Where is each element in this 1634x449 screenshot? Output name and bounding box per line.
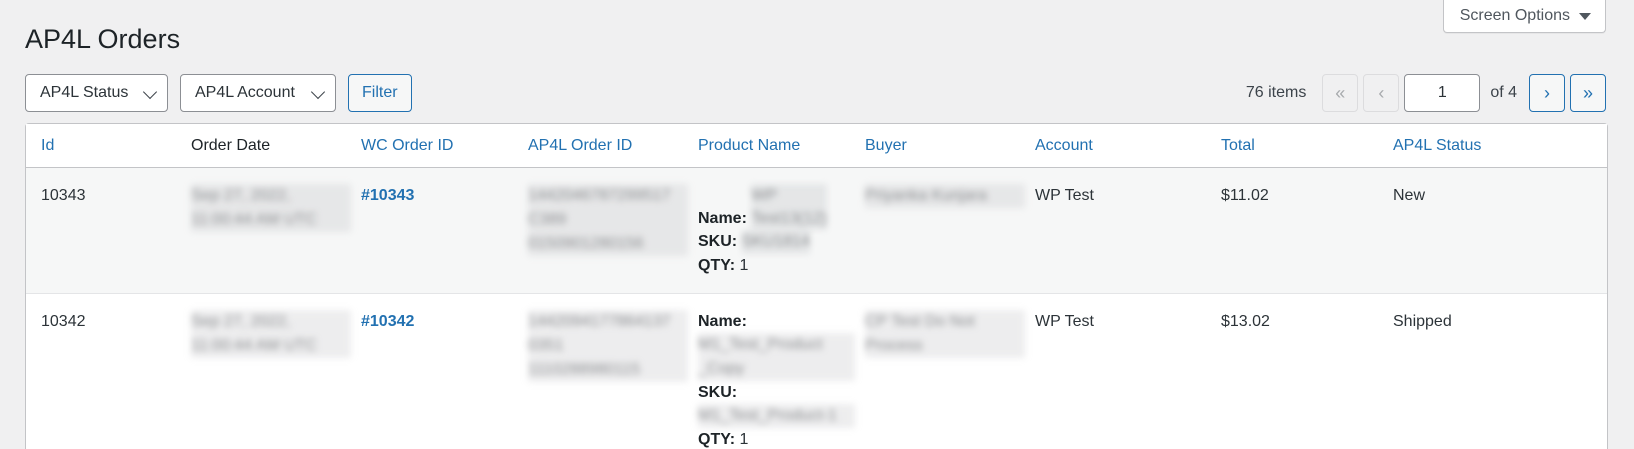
product-sku-line: SKU:: [698, 381, 855, 404]
cell-buyer: Priyanka Kunjara: [865, 168, 1035, 293]
ap4l-status-select[interactable]: AP4L Status: [25, 74, 168, 112]
last-page-button[interactable]: »: [1570, 74, 1606, 112]
column-header-ap4l-status[interactable]: AP4L Status: [1393, 124, 1607, 168]
items-count: 76 items: [1245, 84, 1307, 101]
cell-total: $13.02: [1221, 292, 1393, 449]
redacted-order-date: Sep 27, 2022, 11:00:44 AM UTC: [191, 184, 351, 232]
product-qty-line: QTY: 1: [698, 428, 855, 449]
screen-options-label: Screen Options: [1459, 7, 1570, 24]
cell-buyer: CP Test Do Not Process: [865, 292, 1035, 449]
column-header-account[interactable]: Account: [1035, 124, 1221, 168]
product-name-label: Name:: [698, 312, 747, 330]
pagination: 76 items « ‹ of 4 › »: [1246, 74, 1606, 112]
table-header-row: Id Order Date WC Order ID AP4L Order ID …: [26, 124, 1607, 168]
current-page-input[interactable]: [1404, 74, 1481, 112]
caret-down-icon: [1579, 12, 1591, 20]
cell-ap4l-status: New: [1393, 168, 1607, 293]
prev-page-button: ‹: [1363, 74, 1400, 112]
cell-account: WP Test: [1035, 292, 1221, 449]
redacted-product-name: M1_Test_Product _Copy: [698, 332, 855, 381]
product-name-line: Name: WP Test13(12): [698, 184, 855, 231]
table-row[interactable]: 10343 Sep 27, 2022, 11:00:44 AM UTC #103…: [26, 168, 1607, 293]
redacted-buyer: CP Test Do Not Process: [865, 309, 1025, 358]
cell-ap4l-order-id: 1442094177864137 0351 1110288980115: [528, 292, 698, 449]
product-qty-line: QTY: 1: [698, 254, 855, 277]
redacted-buyer: Priyanka Kunjara: [865, 184, 1025, 208]
screen-meta: Screen Options: [1442, 0, 1606, 33]
product-qty-value: 1: [739, 431, 749, 449]
filter-button[interactable]: Filter: [348, 74, 412, 112]
redacted-ap4l-order-id: 1442094177864137 0351 1110288980115: [528, 309, 688, 382]
total-pages-label: of 4: [1490, 84, 1517, 101]
column-header-product-name[interactable]: Product Name: [698, 124, 865, 168]
cell-product-name: Name: WP Test13(12) SKU: SKU1814 QTY: 1: [698, 168, 865, 293]
product-sku-value-line: M1_Test_Product-1: [698, 404, 855, 429]
product-name-value-line: M1_Test_Product _Copy: [698, 332, 855, 381]
product-name-line: Name:: [698, 310, 855, 333]
product-name-label: Name:: [698, 210, 747, 228]
column-header-order-date: Order Date: [191, 124, 361, 168]
cell-ap4l-order-id: 1442046787299517 C389 0150901280156: [528, 168, 698, 293]
redacted-product-sku: M1_Test_Product-1: [698, 404, 855, 429]
cell-id: 10342: [26, 292, 191, 449]
cell-wc-order-id: #10343: [361, 168, 528, 293]
redacted-product-name: WP Test13(12): [751, 184, 827, 231]
product-sku-label: SKU:: [698, 233, 738, 251]
cell-ap4l-status: Shipped: [1393, 292, 1607, 449]
product-sku-line: SKU: SKU1814: [698, 230, 855, 254]
page-title: AP4L Orders: [25, 24, 181, 54]
table-filter-bar: AP4L Status AP4L Account Filter: [25, 74, 412, 112]
next-page-button[interactable]: ›: [1529, 74, 1565, 112]
product-qty-label: QTY:: [698, 256, 736, 274]
ap4l-account-select-wrap: AP4L Account: [180, 74, 336, 112]
orders-table: Id Order Date WC Order ID AP4L Order ID …: [25, 123, 1608, 449]
cell-id: 10343: [26, 168, 191, 293]
cell-account: WP Test: [1035, 168, 1221, 293]
cell-order-date: Sep 27, 2022, 11:00:44 AM UTC: [191, 292, 361, 449]
column-header-id[interactable]: Id: [26, 124, 191, 168]
first-page-button: «: [1322, 74, 1359, 112]
cell-product-name: Name: M1_Test_Product _Copy SKU: M1_Test…: [698, 292, 865, 449]
wc-order-link[interactable]: #10343: [361, 187, 415, 204]
ap4l-account-select[interactable]: AP4L Account: [180, 74, 336, 112]
redacted-product-sku: SKU1814: [741, 230, 811, 254]
column-header-wc-order-id[interactable]: WC Order ID: [361, 124, 528, 168]
cell-total: $11.02: [1221, 168, 1393, 293]
redacted-order-date: Sep 27, 2022, 11:00:44 AM UTC: [191, 309, 351, 358]
screen-options-button[interactable]: Screen Options: [1442, 0, 1606, 33]
column-header-ap4l-order-id[interactable]: AP4L Order ID: [528, 124, 698, 168]
redacted-ap4l-order-id: 1442046787299517 C389 0150901280156: [528, 184, 688, 256]
orders-table-body: 10343 Sep 27, 2022, 11:00:44 AM UTC #103…: [26, 168, 1607, 449]
ap4l-status-select-wrap: AP4L Status: [25, 74, 168, 112]
column-header-buyer[interactable]: Buyer: [865, 124, 1035, 168]
product-qty-label: QTY:: [698, 431, 736, 449]
product-qty-value: 1: [739, 256, 749, 274]
product-sku-label: SKU:: [698, 383, 738, 401]
table-row[interactable]: 10342 Sep 27, 2022, 11:00:44 AM UTC #103…: [26, 292, 1607, 449]
orders-table-head: Id Order Date WC Order ID AP4L Order ID …: [26, 124, 1607, 168]
cell-wc-order-id: #10342: [361, 292, 528, 449]
wc-order-link[interactable]: #10342: [361, 312, 415, 330]
cell-order-date: Sep 27, 2022, 11:00:44 AM UTC: [191, 168, 361, 293]
column-header-total[interactable]: Total: [1221, 124, 1393, 168]
